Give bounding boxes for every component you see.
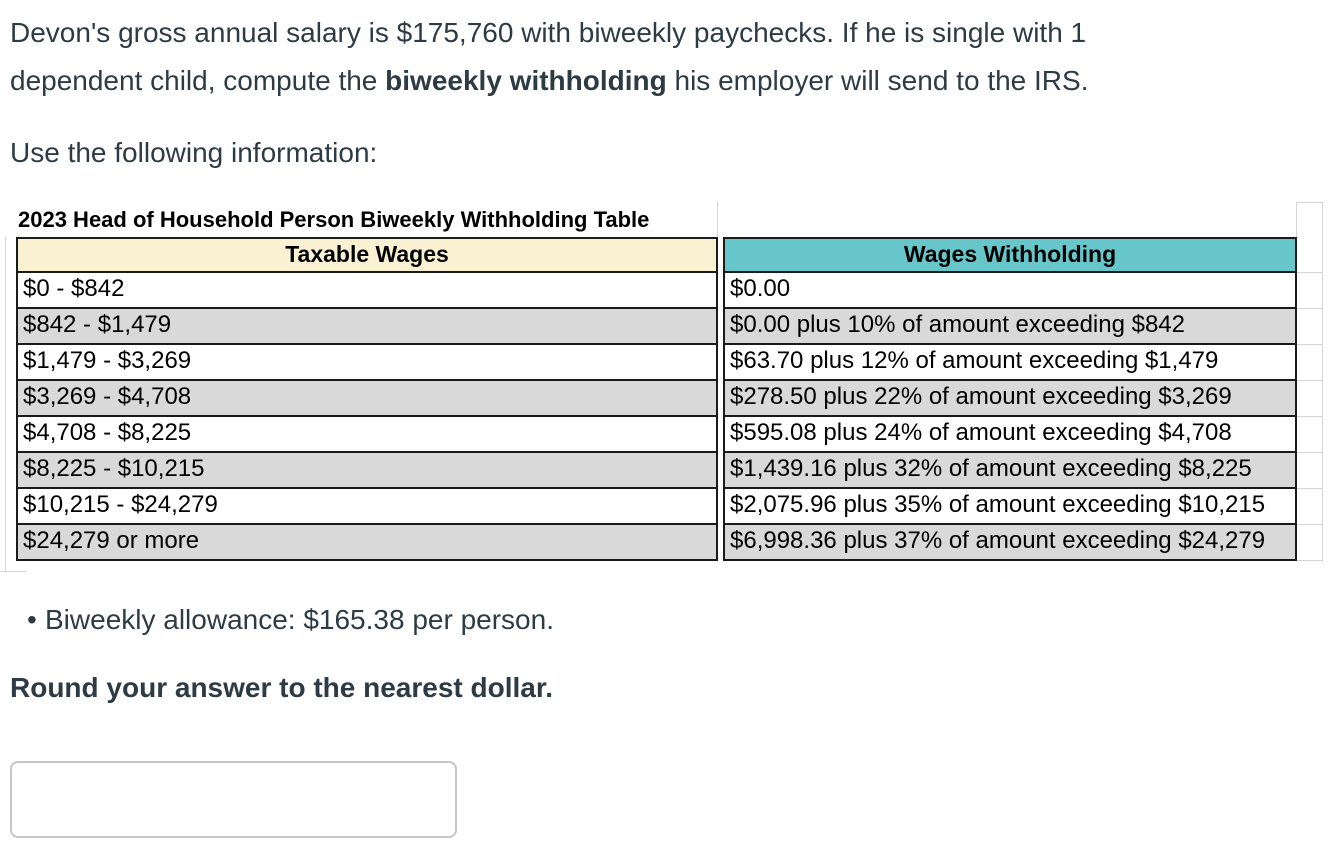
table-row: $10,215 - $24,279 $2,075.96 plus 35% of … [16, 489, 1297, 525]
withholding-table-title-row: 2023 Head of Household Person Biweekly W… [5, 202, 1297, 237]
taxable-wages-cell: $3,269 - $4,708 [16, 381, 718, 417]
taxable-wages-cell: $10,215 - $24,279 [16, 489, 718, 525]
taxable-wages-cell: $0 - $842 [16, 273, 718, 309]
excel-gridline-bottom-stub [0, 571, 26, 572]
use-information-label: Use the following information: [10, 137, 378, 168]
rounding-instruction: Round your answer to the nearest dollar. [10, 672, 553, 703]
excel-gridline-right [1322, 202, 1323, 562]
taxable-wages-cell: $842 - $1,479 [16, 309, 718, 345]
excel-gridline-left [5, 202, 6, 572]
withholding-table-body: $0 - $842 $0.00 $842 - $1,479 $0.00 plus… [16, 273, 1297, 561]
question-text-line2: dependent child, compute the biweekly wi… [10, 58, 1088, 104]
taxable-wages-cell: $1,479 - $3,269 [16, 345, 718, 381]
wages-withholding-cell: $1,439.16 plus 32% of amount exceeding $… [723, 453, 1297, 489]
excel-gridline-row-stubs [1297, 237, 1322, 562]
question-text-line2-tail: his employer will send to the IRS. [666, 65, 1089, 96]
wages-withholding-cell: $0.00 plus 10% of amount exceeding $842 [723, 309, 1297, 345]
question-text-line1: Devon's gross annual salary is $175,760 … [10, 17, 1087, 48]
table-row: $0 - $842 $0.00 [16, 273, 1297, 309]
withholding-table: Taxable Wages Wages Withholding $0 - $84… [16, 237, 1297, 561]
table-row: $4,708 - $8,225 $595.08 plus 24% of amou… [16, 417, 1297, 453]
table-row: $1,479 - $3,269 $63.70 plus 12% of amoun… [16, 345, 1297, 381]
table-row: $8,225 - $10,215 $1,439.16 plus 32% of a… [16, 453, 1297, 489]
question-text-bold-phrase: biweekly withholding [385, 65, 667, 96]
taxable-wages-column-header: Taxable Wages [16, 237, 718, 273]
withholding-table-title-blank-cell [718, 202, 1297, 237]
wages-withholding-column-header: Wages Withholding [723, 237, 1297, 273]
withholding-table-title: 2023 Head of Household Person Biweekly W… [5, 202, 718, 237]
wages-withholding-cell: $278.50 plus 22% of amount exceeding $3,… [723, 381, 1297, 417]
withholding-table-header-row: Taxable Wages Wages Withholding [16, 237, 1297, 273]
taxable-wages-cell: $8,225 - $10,215 [16, 453, 718, 489]
wages-withholding-cell: $63.70 plus 12% of amount exceeding $1,4… [723, 345, 1297, 381]
wages-withholding-cell: $6,998.36 plus 37% of amount exceeding $… [723, 525, 1297, 561]
table-row: $3,269 - $4,708 $278.50 plus 22% of amou… [16, 381, 1297, 417]
question-text-line2-normal: dependent child, compute the [10, 65, 386, 96]
wages-withholding-cell: $2,075.96 plus 35% of amount exceeding $… [723, 489, 1297, 525]
table-row: $842 - $1,479 $0.00 plus 10% of amount e… [16, 309, 1297, 345]
allowance-bullet-text: Biweekly allowance: $165.38 per person. [45, 604, 554, 635]
table-row: $24,279 or more $6,998.36 plus 37% of am… [16, 525, 1297, 561]
taxable-wages-cell: $24,279 or more [16, 525, 718, 561]
bullet-icon: • [27, 604, 37, 635]
wages-withholding-cell: $0.00 [723, 273, 1297, 309]
wages-withholding-cell: $595.08 plus 24% of amount exceeding $4,… [723, 417, 1297, 453]
allowance-bullet-item: • Biweekly allowance: $165.38 per person. [27, 600, 554, 640]
taxable-wages-cell: $4,708 - $8,225 [16, 417, 718, 453]
answer-input[interactable] [10, 761, 457, 838]
